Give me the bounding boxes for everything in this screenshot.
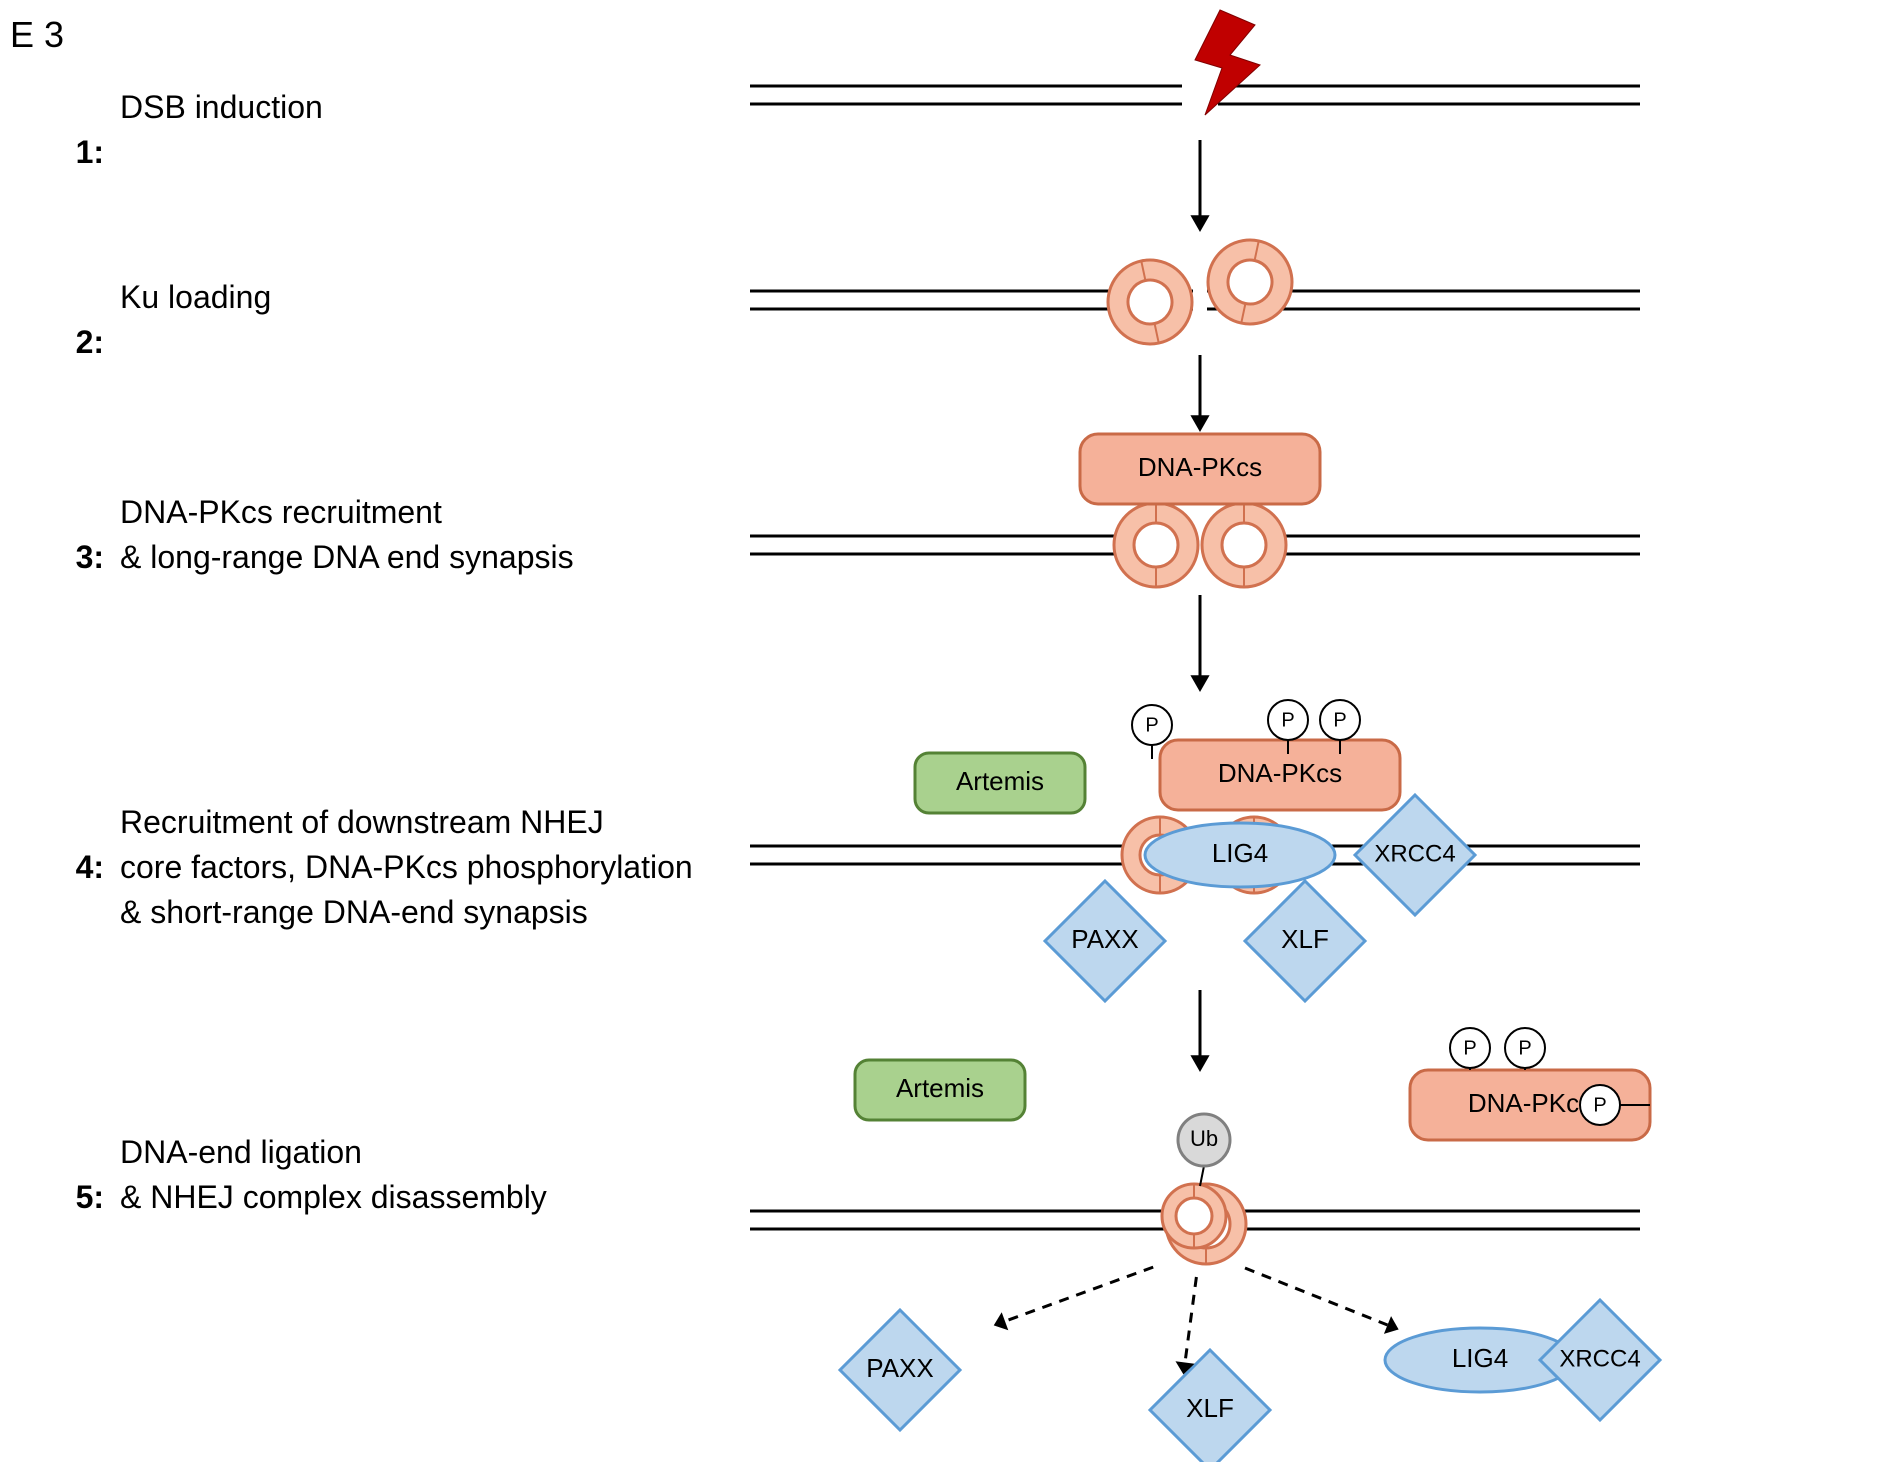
svg-text:P: P <box>1281 709 1294 731</box>
diagram-svg: DNA-PKcs DNA-PKcs Artemis LIG4 XRCC4 PAXX XLF P… <box>0 0 1878 1462</box>
svg-text:LIG4: LIG4 <box>1212 838 1268 868</box>
svg-text:DNA-PKcs: DNA-PKcs <box>1468 1088 1592 1118</box>
svg-text:Ub: Ub <box>1190 1126 1218 1151</box>
svg-text:PAXX: PAXX <box>1071 924 1138 954</box>
svg-text:Artemis: Artemis <box>896 1073 984 1103</box>
svg-text:P: P <box>1593 1094 1606 1116</box>
svg-text:P: P <box>1145 714 1158 736</box>
svg-text:XRCC4: XRCC4 <box>1374 840 1455 867</box>
svg-text:PAXX: PAXX <box>866 1353 933 1383</box>
svg-text:XLF: XLF <box>1186 1393 1234 1423</box>
svg-text:P: P <box>1518 1037 1531 1059</box>
nhej-pathway-figure: E 3 1: DSB induction 2: Ku loading 3: DN… <box>0 0 1878 1462</box>
svg-text:XLF: XLF <box>1281 924 1329 954</box>
svg-text:LIG4: LIG4 <box>1452 1343 1508 1373</box>
svg-text:Artemis: Artemis <box>956 766 1044 796</box>
svg-text:P: P <box>1463 1037 1476 1059</box>
svg-text:P: P <box>1333 709 1346 731</box>
svg-text:XRCC4: XRCC4 <box>1559 1345 1640 1372</box>
svg-text:DNA-PKcs: DNA-PKcs <box>1218 758 1342 788</box>
lightning-icon <box>1195 10 1260 115</box>
svg-text:DNA-PKcs: DNA-PKcs <box>1138 452 1262 482</box>
